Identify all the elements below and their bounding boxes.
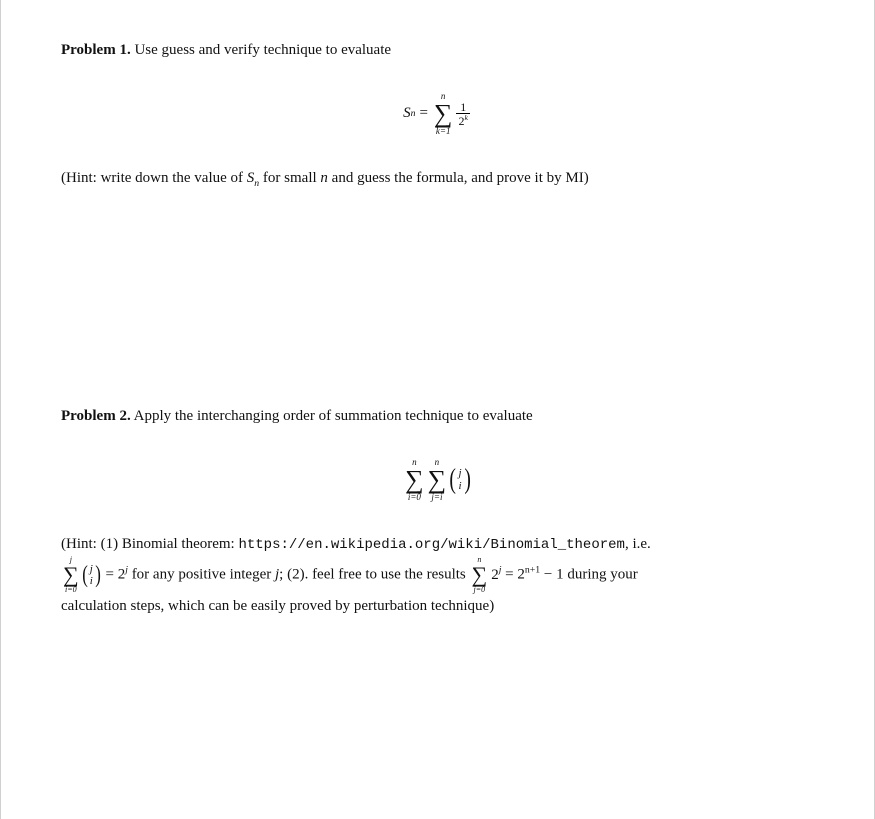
hint2-rhs-exp: n+1 [525, 565, 540, 576]
vertical-spacer [61, 191, 814, 406]
formula2-binom-top: j [459, 467, 462, 480]
document-page: Problem 1. Use guess and verify techniqu… [0, 0, 875, 819]
formula1-lhs-symbol: S [403, 105, 411, 122]
hint2-binom-top: j [90, 563, 93, 576]
formula1-lhs-subscript: n [411, 108, 416, 119]
formula1-summation: n ∑ k=1 [434, 92, 453, 136]
problem-2-hint-line3: calculation steps, which can be easily p… [61, 594, 814, 618]
left-paren-icon: ( [82, 563, 88, 587]
problem-1-formula: Sn = n ∑ k=1 1 2k [61, 92, 814, 136]
formula2-outer-summation: n ∑ i=0 [405, 458, 424, 502]
formula2-inner-lower: j=i [431, 493, 442, 502]
sigma-icon: ∑ [63, 564, 79, 586]
problem-1-statement: Problem 1. Use guess and verify techniqu… [61, 40, 814, 62]
problem-2-label: Problem 2. [61, 408, 131, 424]
hint1-n: n [320, 170, 328, 186]
hint2-sum2-lower: j=0 [474, 586, 486, 594]
problem-2-prompt: Apply the interchanging order of summati… [131, 408, 533, 424]
formula2-binom-bottom: i [459, 480, 462, 493]
hint2-rhs-tail: − 1 during your [540, 567, 638, 583]
hint1-mid: for small [259, 170, 320, 186]
right-paren-icon: ) [95, 563, 101, 587]
formula1-frac-num: 1 [458, 101, 468, 113]
problem-2-hint-line1: (Hint: (1) Binomial theorem: https://en.… [61, 532, 814, 556]
hint2-sum1: j ∑ i=0 [63, 556, 79, 594]
sigma-icon: ∑ [434, 101, 453, 127]
hint2-mid: for any positive integer [128, 567, 275, 583]
hint1-pre: (Hint: write down the value of [61, 170, 247, 186]
hint1-post: and guess the formula, and prove it by M… [328, 170, 589, 186]
problem-1-label: Problem 1. [61, 42, 131, 58]
hint2-binom: ( j i ) [81, 563, 102, 588]
formula1-frac-den: 2k [456, 113, 469, 127]
hint2-rhs-eq: = 2 [501, 567, 524, 583]
formula1-equals: = [419, 105, 427, 122]
hint2-line1-b: , i.e. [625, 536, 651, 552]
hint2-c: ; (2). feel free to use the results [279, 567, 469, 583]
hint2-eq: = 2 [102, 567, 125, 583]
formula1-sum-lower: k=1 [436, 127, 451, 136]
left-paren-icon: ( [450, 466, 457, 494]
hint2-url: https://en.wikipedia.org/wiki/Binomial_t… [238, 537, 624, 553]
hint2-sum1-lower: i=0 [65, 586, 77, 594]
problem-2-hint-line2: j ∑ i=0 ( j i ) = 2 j for any positive in… [61, 556, 814, 594]
formula1-fraction: 1 2k [456, 101, 469, 127]
hint2-sum2-base: 2 [491, 567, 499, 583]
sigma-icon: ∑ [472, 564, 488, 586]
problem-1-prompt: Use guess and verify technique to evalua… [131, 42, 391, 58]
formula2-inner-summation: n ∑ j=i [428, 458, 447, 502]
right-paren-icon: ) [464, 466, 471, 494]
hint2-line1-a: (Hint: (1) Binomial theorem: [61, 536, 238, 552]
problem-2-statement: Problem 2. Apply the interchanging order… [61, 406, 814, 428]
formula2-binomial: ( j i ) [448, 466, 472, 494]
hint2-binom-bottom: i [90, 575, 93, 588]
hint2-sum2: n ∑ j=0 [472, 556, 488, 594]
problem-1-hint: (Hint: write down the value of Sn for sm… [61, 166, 814, 192]
content-area: Problem 1. Use guess and verify techniqu… [61, 40, 814, 779]
sigma-icon: ∑ [405, 467, 424, 493]
problem-2-formula: n ∑ i=0 n ∑ j=i ( j i ) [61, 458, 814, 502]
sigma-icon: ∑ [428, 467, 447, 493]
formula2-outer-lower: i=0 [408, 493, 421, 502]
